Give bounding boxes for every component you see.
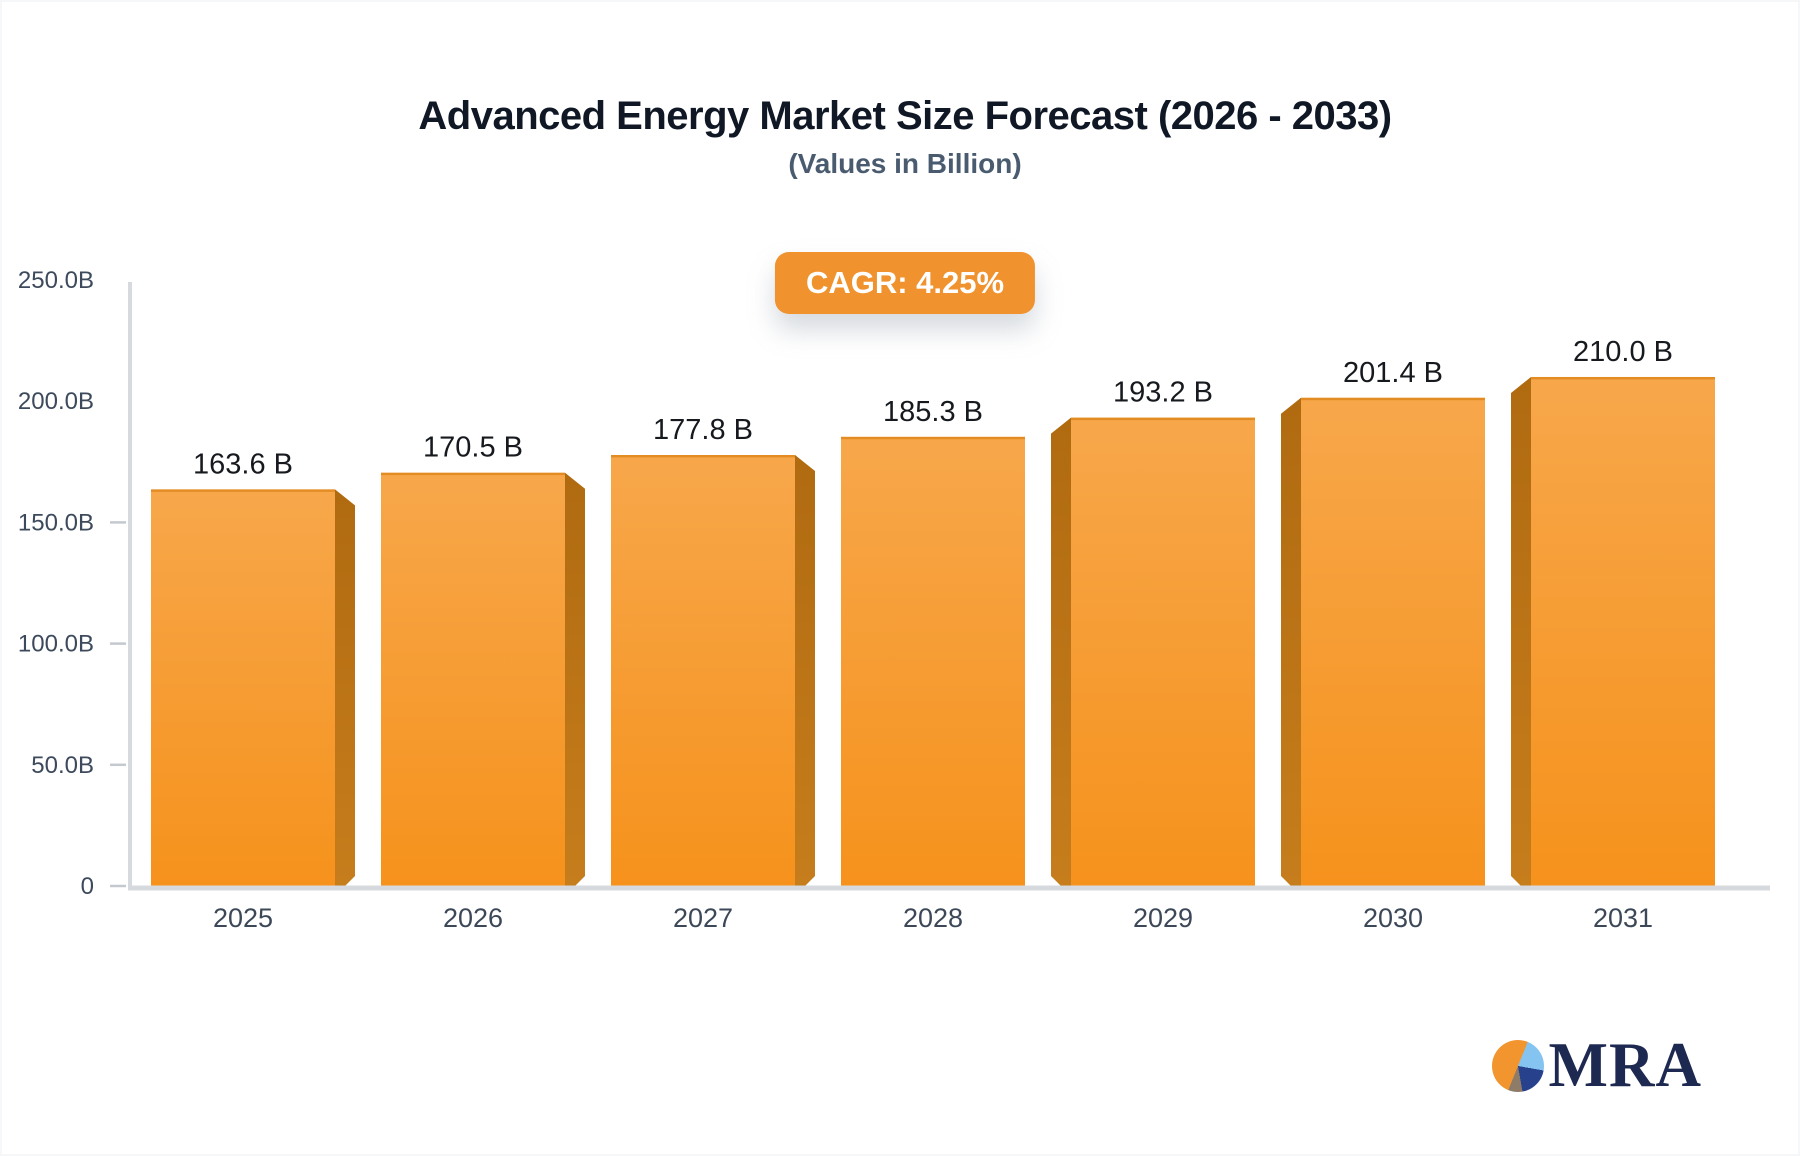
bar-value-label: 177.8 B	[653, 414, 753, 446]
bar	[1531, 376, 1715, 886]
x-tick-label: 2030	[1363, 903, 1423, 933]
x-tick-label: 2027	[673, 903, 733, 933]
x-tick-label: 2031	[1593, 903, 1653, 933]
y-tick-label: 0	[81, 873, 94, 900]
bar-value-label: 170.5 B	[423, 432, 523, 464]
x-tick-label: 2029	[1133, 903, 1193, 933]
brand-logo: MRA	[1491, 1030, 1702, 1100]
brand-logo-text: MRA	[1548, 1030, 1702, 1100]
bar-side	[565, 472, 585, 886]
bar-side	[335, 489, 355, 886]
y-tick-label: 200.0B	[18, 388, 94, 415]
pie-chart-logo-icon	[1491, 1039, 1544, 1092]
bar-value-label: 201.4 B	[1343, 357, 1443, 389]
cagr-badge: CAGR: 4.25%	[774, 252, 1036, 314]
bar-side	[795, 455, 815, 886]
bar	[1301, 397, 1485, 886]
bar-side	[1511, 376, 1531, 886]
bar-side	[1281, 397, 1301, 886]
y-tick-label: 100.0B	[18, 631, 94, 658]
x-tick-label: 2025	[213, 903, 273, 933]
bar	[841, 436, 1025, 886]
y-tick-label: 50.0B	[31, 752, 94, 779]
bar	[611, 455, 795, 886]
bar	[1071, 417, 1255, 886]
bar-value-label: 163.6 B	[193, 448, 293, 480]
x-tick-label: 2028	[903, 903, 963, 933]
bar-value-label: 193.2 B	[1113, 377, 1213, 409]
bar	[151, 489, 335, 886]
bar-value-label: 210.0 B	[1573, 336, 1673, 368]
bar-value-label: 185.3 B	[883, 396, 983, 428]
y-tick-label: 150.0B	[18, 509, 94, 536]
x-tick-label: 2026	[443, 903, 503, 933]
bar-side	[1051, 417, 1071, 886]
bar	[381, 472, 565, 886]
y-tick-label: 250.0B	[18, 267, 94, 294]
